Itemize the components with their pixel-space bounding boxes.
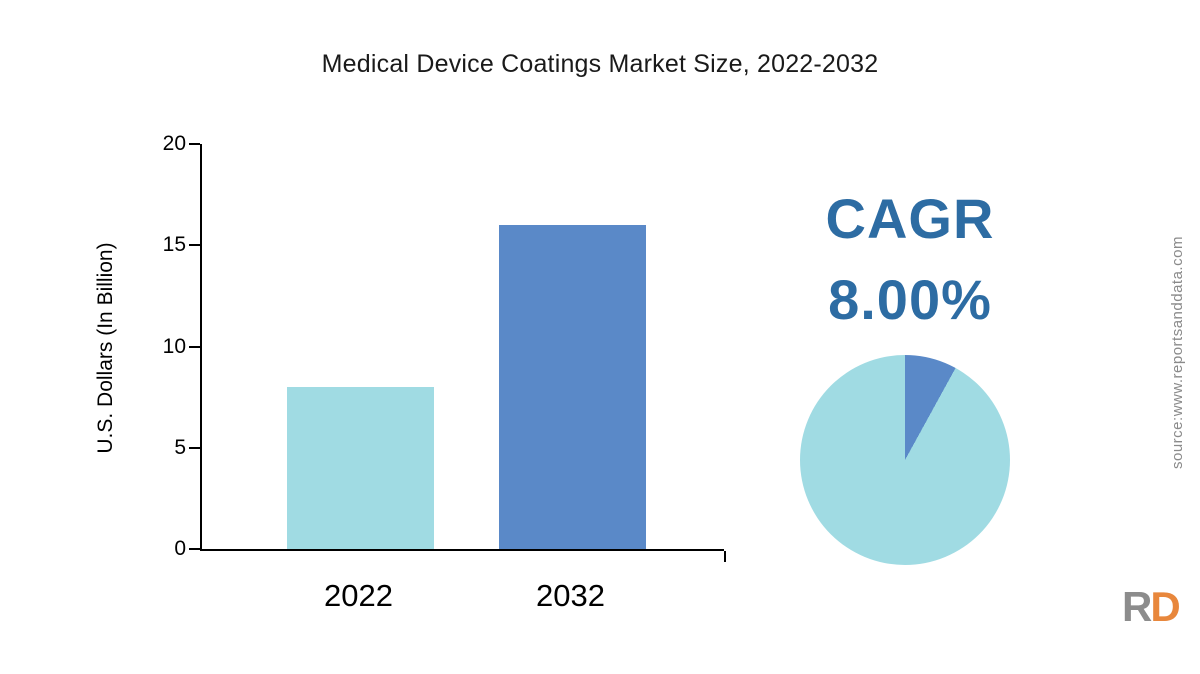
chart-title: Medical Device Coatings Market Size, 202… [321, 50, 879, 78]
y-tick-label: 10 [162, 334, 186, 358]
logo-letter-d: D [1150, 583, 1180, 630]
cagr-value: 8.00% [828, 268, 992, 332]
y-tick [189, 143, 200, 145]
logo-letter-r: R [1122, 583, 1152, 630]
y-tick-label: 15 [162, 233, 186, 257]
source-note: source:www.reportsanddata.com [1169, 236, 1186, 469]
y-tick [189, 244, 200, 247]
y-tick [189, 345, 200, 348]
cagr-label: CAGR [825, 187, 995, 250]
bars-container [202, 144, 724, 549]
pie-chart [800, 355, 1010, 565]
logo: RD [1122, 583, 1181, 631]
bar-2022 [287, 387, 434, 549]
y-tick [189, 446, 200, 449]
y-tick-label: 0 [174, 537, 186, 560]
bar-chart-plot: 0 5 10 15 20 [163, 132, 726, 562]
x-tick-label: 2022 [324, 578, 393, 613]
x-axis-labels: 2022 2032 [200, 578, 724, 614]
bar-2032 [499, 225, 646, 549]
x-axis-end-tick [724, 551, 726, 562]
y-axis-label: U.S. Dollars (In Billion) [94, 242, 117, 454]
y-tick-label: 20 [162, 132, 186, 155]
x-tick-label: 2032 [536, 578, 605, 613]
y-tick [189, 548, 200, 550]
y-tick-label: 5 [174, 435, 186, 459]
cagr-block: CAGR 8.00% [765, 178, 1055, 340]
